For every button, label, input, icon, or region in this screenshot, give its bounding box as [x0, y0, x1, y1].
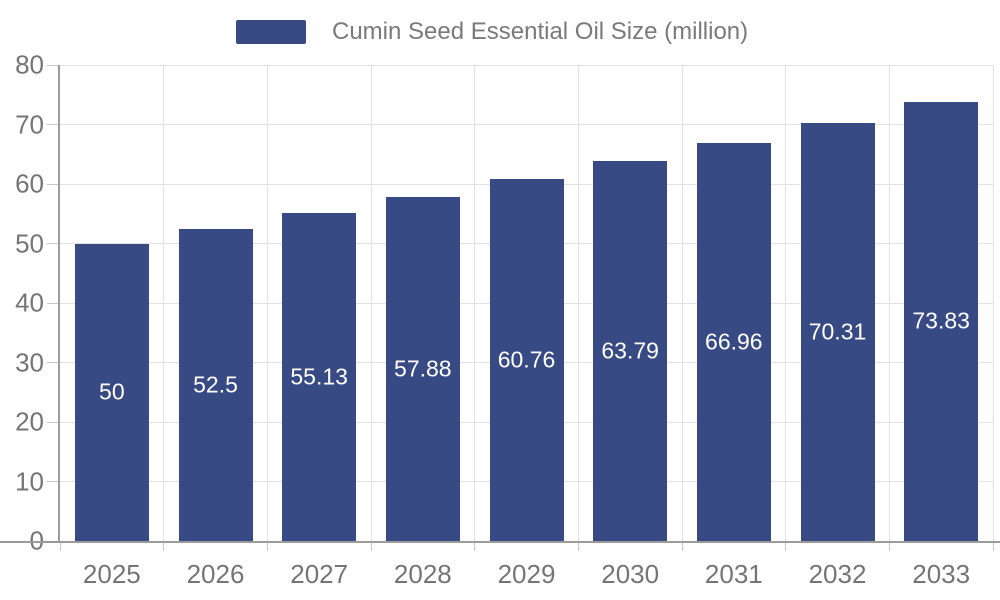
bar-value-label: 52.5 [193, 371, 238, 398]
x-tick-mark [577, 543, 579, 551]
x-tick-label: 2027 [290, 559, 349, 589]
bar-value-label: 70.31 [808, 318, 867, 345]
bar[interactable] [282, 212, 357, 541]
bar[interactable] [489, 179, 564, 541]
gridline-h [60, 124, 993, 125]
x-axis-line [0, 541, 1000, 543]
y-tick-label: 20 [15, 406, 44, 437]
bar[interactable] [178, 228, 253, 541]
bar-value-label: 55.13 [290, 363, 348, 390]
x-tick-label: 2031 [704, 559, 763, 589]
x-tick-mark [681, 543, 683, 551]
x-tick-mark [992, 543, 994, 551]
x-tick-label: 2029 [497, 559, 556, 589]
x-tick-mark [370, 543, 372, 551]
bar-value-label: 73.83 [912, 307, 970, 334]
bar-value-label: 50 [99, 378, 125, 405]
gridline-v [370, 65, 372, 541]
bar[interactable] [696, 142, 771, 541]
bar-value-label: 57.88 [394, 355, 452, 382]
x-tick-mark [888, 543, 890, 551]
x-tick-label: 2026 [186, 559, 245, 589]
x-tick-label: 2028 [393, 559, 452, 589]
gridline-v [888, 65, 890, 541]
gridline-v [163, 65, 165, 541]
legend-swatch [236, 20, 306, 44]
y-tick-label: 50 [15, 228, 44, 258]
x-tick-label: 2032 [808, 559, 867, 589]
bar[interactable] [800, 122, 875, 541]
y-tick-mark [47, 481, 60, 482]
legend-label: Cumin Seed Essential Oil Size (million) [332, 18, 749, 45]
y-tick-mark [47, 243, 60, 244]
x-tick-mark [266, 543, 268, 551]
gridline-v [681, 65, 683, 541]
x-tick-label: 2030 [601, 559, 660, 589]
gridline-v [474, 65, 476, 541]
gridline-v [577, 65, 579, 541]
bar[interactable] [593, 161, 668, 541]
y-tick-mark [47, 302, 60, 304]
y-tick-label: 30 [15, 347, 44, 377]
bar-value-label: 63.79 [601, 337, 659, 364]
x-tick-mark [59, 543, 61, 551]
x-tick-mark [163, 543, 165, 551]
gridline-v [266, 65, 268, 541]
bar-value-label: 66.96 [705, 328, 763, 355]
y-tick-label: 70 [15, 109, 44, 139]
x-tick-mark [785, 543, 787, 551]
y-axis-line [58, 65, 60, 541]
y-tick-mark [47, 64, 60, 66]
y-tick-label: 10 [15, 466, 44, 496]
y-tick-label: 80 [15, 49, 44, 80]
y-tick-label: 40 [15, 287, 44, 318]
y-tick-mark [47, 362, 60, 363]
x-tick-label: 2025 [82, 559, 141, 589]
x-tick-mark [474, 543, 476, 551]
x-tick-label: 2033 [912, 559, 971, 589]
bar[interactable] [74, 243, 149, 541]
bar[interactable] [385, 196, 460, 541]
y-tick-label: 0 [0, 526, 44, 557]
y-tick-mark [47, 183, 60, 185]
y-tick-label: 60 [15, 168, 44, 199]
y-tick-mark [47, 124, 60, 125]
bar[interactable] [904, 101, 979, 541]
legend-item[interactable]: Cumin Seed Essential Oil Size (million) [236, 18, 748, 46]
gridline-h [60, 64, 993, 66]
bar-value-label: 60.76 [497, 346, 556, 373]
gridline-v [785, 65, 787, 541]
gridline-v [992, 65, 994, 541]
y-tick-mark [47, 421, 60, 423]
